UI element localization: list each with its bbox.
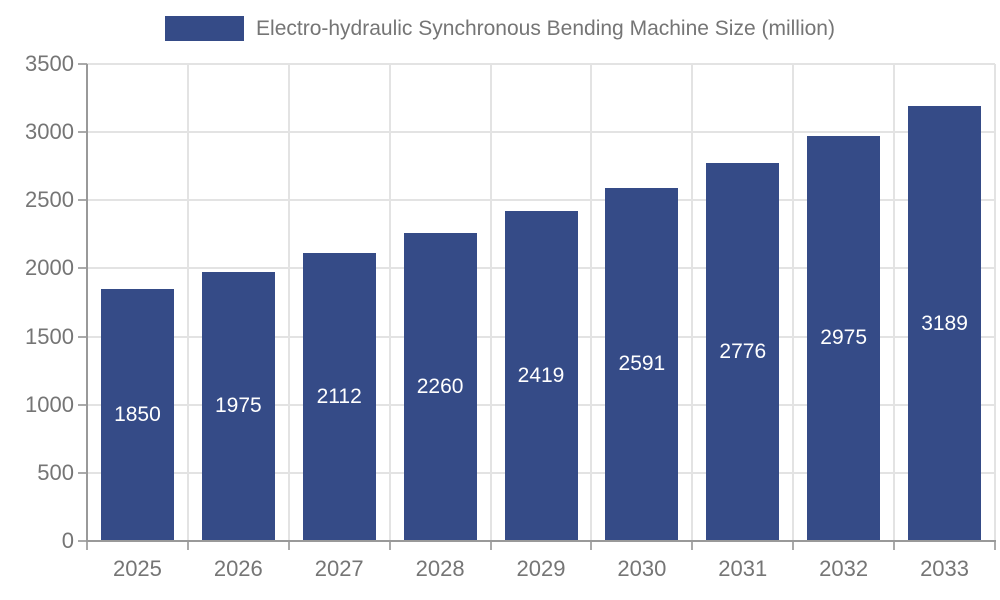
x-axis-tick-label: 2029: [516, 556, 566, 581]
x-axis-tick-label: 2032: [819, 556, 869, 581]
x-axis-tick: [893, 541, 896, 550]
bar-value-label: 2112: [316, 385, 362, 409]
y-axis-tick-label: 3500: [25, 51, 74, 76]
x-axis-line: [86, 540, 996, 542]
x-axis-tick: [388, 541, 391, 550]
x-axis-tick: [86, 541, 88, 550]
x-axis-tick-label: 2031: [718, 556, 768, 581]
y-axis-tick: [78, 403, 87, 406]
bar[interactable]: [302, 253, 376, 541]
bar-value-label: 2975: [820, 326, 868, 350]
bar-value-label: 2591: [618, 352, 666, 376]
bar[interactable]: [706, 162, 780, 541]
bar[interactable]: [403, 232, 477, 541]
y-axis-tick-label: 2500: [25, 187, 74, 213]
x-axis-tick: [186, 541, 189, 550]
bar-value-label: 1975: [214, 394, 262, 418]
legend-swatch: [165, 16, 245, 41]
y-axis-tick: [78, 131, 87, 134]
x-axis-tick-label: 2030: [617, 556, 667, 581]
y-axis-tick: [78, 471, 87, 474]
bar-value-label: 2419: [517, 364, 565, 388]
y-axis-tick-label: 0: [61, 528, 74, 553]
y-axis-tick: [78, 199, 87, 202]
y-axis-tick: [78, 335, 87, 338]
x-axis-tick-label: 2027: [314, 556, 364, 581]
y-axis-tick-label: 500: [37, 459, 74, 485]
x-gridline: [590, 64, 593, 541]
x-axis-tick: [691, 541, 694, 550]
x-gridline: [792, 64, 795, 541]
x-axis-tick: [792, 541, 795, 550]
x-axis-tick: [287, 541, 290, 550]
bar[interactable]: [201, 271, 275, 541]
x-axis-tick: [994, 541, 996, 550]
y-axis-tick-label: 2000: [25, 255, 74, 281]
bar-value-label: 1850: [114, 402, 161, 426]
bar[interactable]: [504, 211, 578, 541]
y-gridline: [87, 63, 995, 65]
y-axis-tick: [78, 267, 87, 270]
y-axis-tick: [78, 63, 87, 65]
bar-value-label: 3189: [921, 311, 968, 335]
bar-value-label: 2260: [416, 374, 464, 398]
x-axis-tick: [489, 541, 492, 550]
x-gridline: [994, 64, 996, 541]
y-axis-tick-label: 3000: [25, 119, 74, 145]
x-gridline: [186, 64, 189, 541]
x-gridline: [691, 64, 694, 541]
x-gridline: [489, 64, 492, 541]
x-axis-tick-label: 2028: [415, 556, 465, 581]
legend-label: Electro-hydraulic Synchronous Bending Ma…: [256, 17, 835, 40]
x-gridline: [388, 64, 391, 541]
y-gridline: [87, 199, 995, 202]
y-axis-tick-label: 1500: [25, 323, 74, 349]
plot-area: 1850 1975 2112 2260 2419 2591 2776 2975 3189: [87, 63, 996, 541]
legend-item[interactable]: Electro-hydraulic Synchronous Bending Ma…: [0, 16, 1000, 41]
bar[interactable]: [100, 288, 174, 541]
x-axis-tick: [590, 541, 593, 550]
bar[interactable]: [807, 135, 881, 541]
y-axis-tick-label: 1000: [25, 391, 74, 417]
y-axis-line: [86, 64, 88, 541]
bar-value-label: 2776: [719, 339, 767, 363]
x-axis-tick-label: 2025: [112, 556, 162, 581]
x-gridline: [287, 64, 290, 541]
x-axis-tick-label: 2033: [920, 556, 970, 581]
bar[interactable]: [605, 187, 679, 541]
x-axis-tick-label: 2026: [213, 556, 263, 581]
y-axis-tick: [78, 540, 87, 542]
bar[interactable]: [908, 106, 982, 541]
x-gridline: [893, 64, 896, 541]
y-gridline: [87, 131, 995, 134]
